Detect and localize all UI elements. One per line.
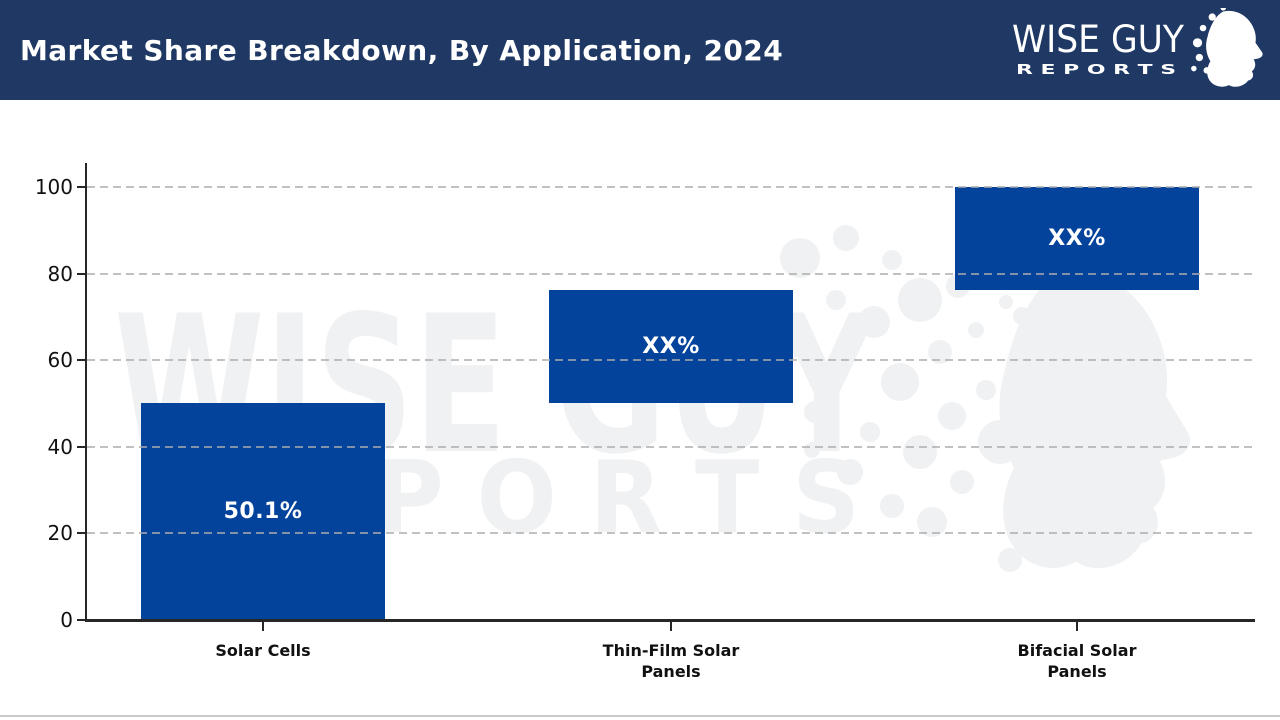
y-tick-label: 100: [34, 175, 73, 199]
bar-value-label: XX%: [642, 333, 700, 359]
x-tick-mark: [1076, 622, 1078, 631]
bar-value-label: 50.1%: [223, 499, 303, 525]
logo-reports: R E P O R T S: [1016, 63, 1176, 78]
wise-guy-logo: WISE GUY R E P O R T S: [1012, 8, 1263, 87]
bar-segment: XX%: [955, 187, 1199, 290]
header: Market Share Breakdown, By Application, …: [0, 0, 1280, 100]
gridline: [87, 359, 1254, 362]
logo-wordmark: WISE GUY: [1012, 18, 1184, 61]
bar-segment: XX%: [549, 289, 793, 404]
y-axis-line: [85, 163, 87, 621]
x-category-label: Thin-Film Solar Panels: [602, 641, 740, 681]
x-tick-mark: [262, 622, 264, 631]
y-tick-label: 40: [47, 434, 73, 459]
x-category-label: Bifacial Solar Panels: [1017, 641, 1137, 681]
y-tick-mark: [77, 186, 85, 188]
logo-face-icon: [1191, 8, 1263, 87]
y-tick-label: 0: [60, 608, 73, 632]
y-tick-label: 80: [47, 261, 73, 286]
watermark-face-icon: [768, 225, 1191, 572]
bar-segment: 50.1%: [141, 403, 385, 620]
y-tick-mark: [77, 445, 85, 448]
gridline: [87, 445, 1254, 448]
y-tick-mark: [77, 272, 85, 275]
y-tick-mark: [77, 359, 85, 362]
gridline: [87, 186, 1254, 188]
bottom-divider: [0, 715, 1280, 717]
x-axis-line: [85, 619, 1255, 622]
gridline: [87, 272, 1254, 275]
x-category-label: Solar Cells: [215, 641, 311, 660]
gridline: [87, 532, 1254, 535]
chart-title: Market Share Breakdown, By Application, …: [20, 33, 784, 67]
x-tick-mark: [670, 622, 672, 631]
y-tick-label: 20: [47, 521, 73, 546]
y-tick-label: 60: [47, 348, 73, 373]
bar-value-label: XX%: [1048, 225, 1106, 251]
y-tick-mark: [77, 619, 85, 621]
y-tick-mark: [77, 532, 85, 535]
